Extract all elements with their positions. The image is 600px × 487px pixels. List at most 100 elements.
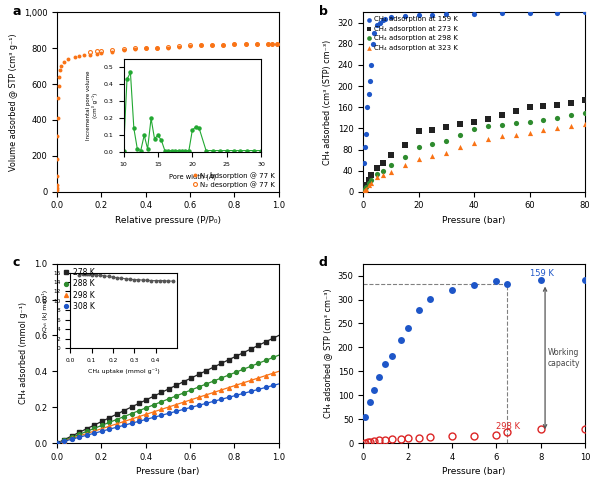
CH₄ adsorption at 298 K bbox=[497, 121, 506, 129]
N₂ adsorption @ 77 K bbox=[209, 42, 216, 48]
Line: 308 K: 308 K bbox=[55, 383, 275, 445]
298 K bbox=[61, 438, 68, 444]
308 K bbox=[106, 426, 113, 432]
CH₄ adsorption at 159 K bbox=[365, 77, 375, 85]
N₂ adsorption @ 77 K bbox=[120, 47, 127, 53]
278 K bbox=[255, 342, 262, 348]
N₂ adsorption @ 77 K bbox=[175, 44, 182, 50]
N₂ adsorption @ 77 K bbox=[71, 54, 79, 59]
308 K bbox=[255, 387, 262, 393]
308 K bbox=[188, 404, 195, 410]
308 K bbox=[136, 418, 143, 424]
CH₄ adsorption at 159 K bbox=[414, 12, 424, 19]
N₂ desorption @ 77 K bbox=[109, 47, 116, 53]
N₂ adsorption @ 77 K bbox=[264, 41, 271, 47]
N₂ adsorption @ 77 K bbox=[142, 45, 149, 51]
308 K bbox=[225, 394, 232, 400]
CH₄ adsorption at 298 K bbox=[483, 122, 493, 130]
CH₄ adsorption at 159 K bbox=[375, 19, 385, 27]
308 K bbox=[121, 422, 128, 428]
278 K bbox=[53, 440, 61, 446]
308 K bbox=[165, 411, 172, 416]
288 K bbox=[269, 355, 277, 360]
N₂ desorption @ 77 K bbox=[242, 41, 249, 47]
CH₄ adsorption at 273 K bbox=[378, 159, 388, 167]
308 K bbox=[240, 391, 247, 396]
298 K bbox=[143, 412, 150, 417]
298 K bbox=[232, 382, 239, 388]
N₂ adsorption @ 77 K bbox=[269, 41, 276, 47]
CH₄ adsorption at 159 K bbox=[370, 29, 379, 37]
278 K bbox=[128, 404, 135, 410]
N₂ adsorption @ 77 K bbox=[64, 56, 71, 62]
N₂ adsorption @ 77 K bbox=[54, 133, 61, 139]
298 K bbox=[83, 431, 91, 436]
CH₄ adsorption at 323 K bbox=[361, 185, 371, 192]
288 K bbox=[203, 381, 210, 387]
CH₄ adsorption at 273 K bbox=[428, 126, 437, 134]
CH₄ adsorption at 323 K bbox=[400, 162, 410, 169]
N₂ desorption @ 77 K bbox=[197, 42, 205, 48]
278 K bbox=[262, 339, 269, 345]
298 K bbox=[91, 428, 98, 434]
288 K bbox=[173, 393, 180, 399]
CH₄ adsorption at 323 K bbox=[566, 122, 576, 130]
CH₄ adsorption at 159 K bbox=[428, 11, 437, 19]
N₂ adsorption @ 77 K bbox=[131, 46, 138, 52]
N₂ adsorption @ 77 K bbox=[187, 43, 194, 49]
308 K bbox=[217, 396, 224, 402]
278 K bbox=[158, 390, 165, 395]
278 K bbox=[217, 360, 224, 366]
278 K bbox=[173, 382, 180, 388]
N₂ adsorption @ 77 K bbox=[80, 52, 87, 58]
298 K bbox=[158, 407, 165, 412]
288 K bbox=[217, 375, 224, 381]
N₂ adsorption @ 77 K bbox=[55, 83, 62, 89]
N₂ adsorption @ 77 K bbox=[197, 42, 205, 48]
308 K bbox=[203, 400, 210, 406]
288 K bbox=[53, 440, 61, 446]
CH₄ adsorption at 323 K bbox=[378, 171, 388, 179]
278 K bbox=[76, 430, 83, 435]
CH₄ adsorption at 273 K bbox=[469, 118, 479, 126]
308 K bbox=[128, 420, 135, 426]
278 K bbox=[143, 397, 150, 403]
288 K bbox=[136, 408, 143, 413]
288 K bbox=[61, 437, 68, 443]
N₂ adsorption @ 77 K bbox=[56, 74, 63, 80]
CH₄ adsorption at 159 K bbox=[469, 10, 479, 18]
N₂ adsorption @ 77 K bbox=[53, 156, 61, 162]
CH₄ adsorption at 323 K bbox=[483, 135, 493, 143]
CH₄ adsorption at 298 K bbox=[539, 116, 548, 124]
298 K bbox=[68, 435, 76, 441]
CH₄ adsorption at 323 K bbox=[497, 132, 506, 140]
278 K bbox=[83, 426, 91, 431]
308 K bbox=[195, 402, 202, 408]
CH₄ adsorption at 298 K bbox=[469, 126, 479, 133]
CH₄ adsorption at 159 K bbox=[364, 90, 373, 98]
278 K bbox=[188, 375, 195, 381]
288 K bbox=[180, 390, 187, 396]
288 K bbox=[195, 384, 202, 390]
N₂ adsorption @ 77 K bbox=[242, 41, 249, 47]
288 K bbox=[151, 402, 158, 408]
308 K bbox=[247, 389, 254, 394]
278 K bbox=[136, 400, 143, 406]
CH₄ adsorption at 323 K bbox=[428, 152, 437, 160]
Y-axis label: CH₄ adsorbed (cm³ (STP) cm⁻³): CH₄ adsorbed (cm³ (STP) cm⁻³) bbox=[323, 39, 332, 165]
Text: Working
capacity: Working capacity bbox=[547, 348, 580, 368]
CH₄ adsorption at 298 K bbox=[566, 111, 576, 118]
N₂ desorption @ 77 K bbox=[253, 41, 260, 47]
288 K bbox=[232, 369, 239, 375]
N₂ adsorption @ 77 K bbox=[153, 45, 160, 51]
CH₄ adsorption at 323 K bbox=[580, 120, 590, 128]
CH₄ adsorption at 159 K bbox=[372, 21, 382, 29]
CH₄ adsorption at 298 K bbox=[386, 162, 395, 169]
CH₄ adsorption at 273 K bbox=[372, 164, 382, 172]
N₂ adsorption @ 77 K bbox=[53, 187, 61, 192]
CH₄ adsorption at 323 K bbox=[360, 186, 370, 194]
308 K bbox=[76, 434, 83, 440]
288 K bbox=[255, 360, 262, 366]
Legend: CH₄ adsorption at 159 K, CH₄ adsorption at 273 K, CH₄ adsorption at 298 K, CH₄ a: CH₄ adsorption at 159 K, CH₄ adsorption … bbox=[367, 16, 458, 52]
CH₄ adsorption at 298 K bbox=[525, 118, 535, 126]
